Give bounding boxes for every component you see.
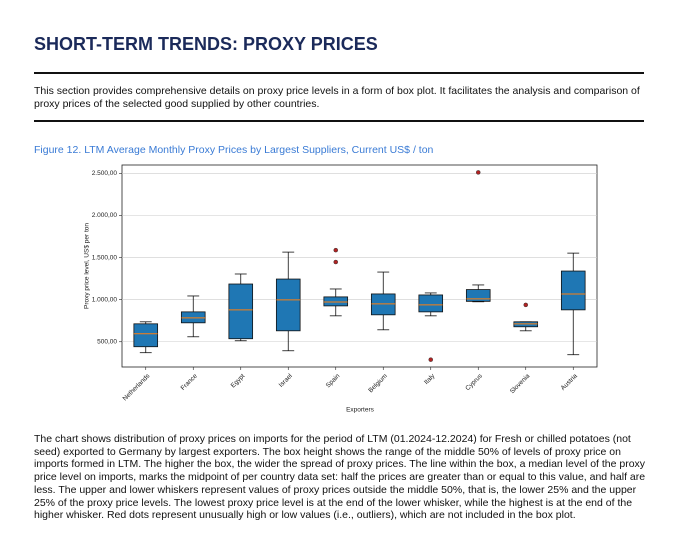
chart: Exporters Proxy price level, US$ per ton… bbox=[84, 164, 598, 414]
x-tick-label: Belgium bbox=[367, 373, 389, 395]
x-tick-label: Cyprus bbox=[464, 372, 484, 392]
plot-frame bbox=[121, 164, 598, 368]
y-tick-label: 2.000,00 bbox=[92, 212, 118, 219]
outlier bbox=[333, 259, 338, 265]
x-tick-label: Austria bbox=[560, 372, 580, 392]
box bbox=[465, 289, 491, 302]
outlier bbox=[476, 170, 481, 175]
description: The chart shows distribution of proxy pr… bbox=[34, 433, 646, 522]
box bbox=[370, 293, 396, 316]
box bbox=[560, 270, 586, 311]
y-tick-label: 1.000,00 bbox=[92, 296, 118, 303]
box bbox=[275, 278, 301, 332]
x-tick-label: Slovenia bbox=[509, 372, 532, 395]
outlier bbox=[428, 357, 433, 362]
x-tick-label: France bbox=[180, 372, 200, 392]
rule bbox=[34, 72, 644, 74]
x-tick-label: Israel bbox=[278, 372, 295, 389]
y-axis-label: Proxy price level, US$ per ton bbox=[84, 223, 91, 309]
x-axis-label: Exporters bbox=[346, 407, 375, 414]
rule bbox=[34, 120, 644, 122]
box bbox=[180, 311, 206, 324]
y-tick-label: 1.500,00 bbox=[92, 254, 118, 261]
outlier bbox=[523, 302, 528, 308]
page-title: SHORT-TERM TRENDS: PROXY PRICES bbox=[34, 34, 378, 54]
figure-caption: Figure 12. LTM Average Monthly Proxy Pri… bbox=[34, 144, 434, 156]
x-tick-label: Italy bbox=[423, 372, 437, 386]
x-tick-label: Netherlands bbox=[122, 372, 152, 402]
box bbox=[418, 294, 444, 313]
y-tick-label: 500,00 bbox=[97, 338, 117, 345]
outlier bbox=[333, 247, 338, 253]
box bbox=[133, 323, 159, 348]
y-tick-label: 2.500,00 bbox=[92, 170, 118, 177]
x-tick-label: Spain bbox=[325, 372, 342, 389]
intro: This section provides comprehensive deta… bbox=[34, 85, 640, 110]
box bbox=[323, 296, 349, 307]
box bbox=[228, 283, 254, 340]
x-tick-label: Egypt bbox=[230, 373, 247, 390]
